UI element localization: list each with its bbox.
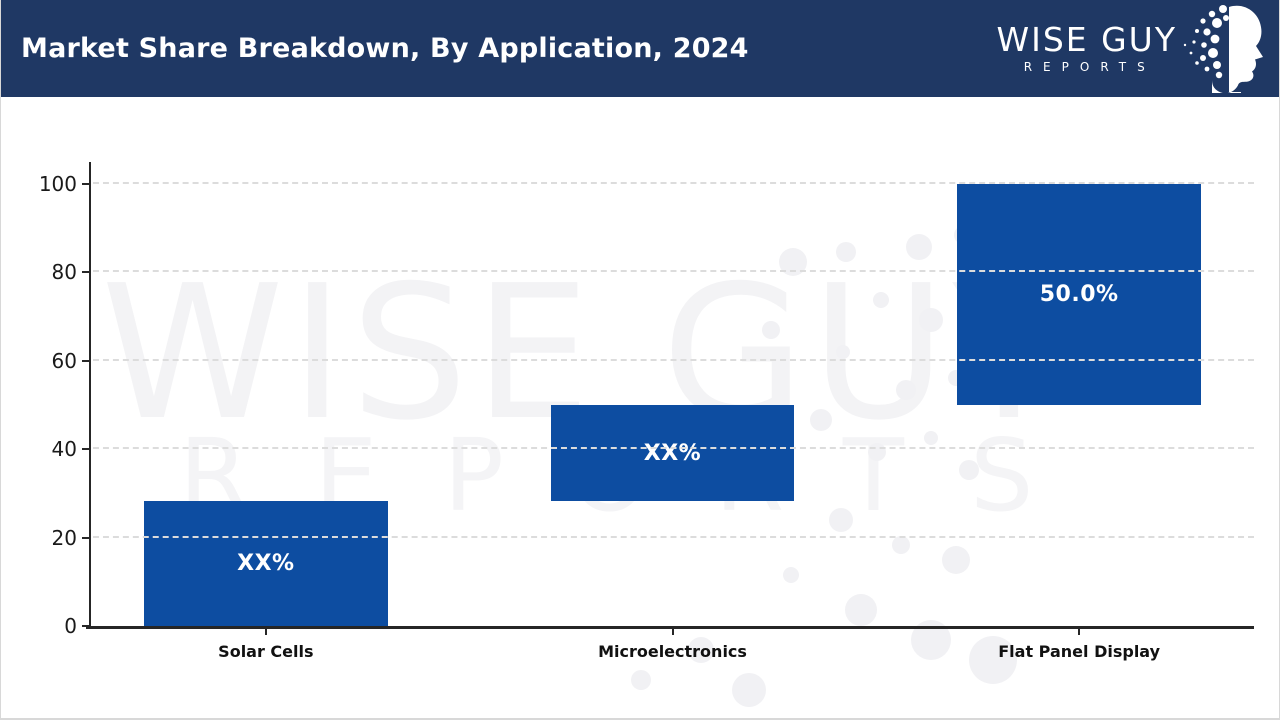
logo-reports-label: REPORTS	[1023, 59, 1156, 74]
bar-value-label: XX%	[643, 440, 702, 466]
y-tick-mark-100	[82, 183, 91, 186]
x-tick-label-microelectronics: Microelectronics	[598, 642, 747, 661]
watermark-dot	[732, 673, 766, 707]
y-tick-mark-40	[82, 448, 91, 451]
y-tick-label-60: 60	[51, 348, 77, 373]
bar-value-label: 50.0%	[1039, 282, 1119, 308]
y-tick-mark-80	[82, 271, 91, 274]
y-tick-label-40: 40	[51, 437, 77, 462]
bar-solar-cells[interactable]: XX%	[143, 500, 388, 626]
wise-guy-reports-logo: WISE GUY REPORTS	[996, 1, 1265, 97]
y-tick-mark-60	[82, 359, 91, 362]
x-tick-mark-1	[264, 626, 267, 635]
y-tick-label-20: 20	[51, 525, 77, 550]
x-tick-mark-2	[671, 626, 674, 635]
bar-microelectronics[interactable]: XX%	[550, 405, 795, 501]
plot-area: XX% XX% 50.0% 0 20 40 60 80 100 Solar Cells Micro…	[39, 162, 1254, 661]
x-axis-line	[86, 626, 1254, 629]
y-tick-mark-20	[82, 536, 91, 539]
chart-title: Market Share Breakdown, By Application, …	[21, 33, 749, 64]
watermark-dot	[631, 670, 651, 690]
head-profile-dots-icon	[1179, 1, 1265, 97]
bar-flat-panel-display[interactable]: 50.0%	[957, 184, 1202, 406]
bars-layer: XX% XX% 50.0%	[91, 162, 1254, 626]
y-tick-mark-0	[82, 625, 91, 627]
bar-value-label: XX%	[237, 550, 295, 576]
x-tick-mark-3	[1078, 626, 1081, 635]
header-bar: Market Share Breakdown, By Application, …	[1, 0, 1279, 97]
y-tick-label-100: 100	[38, 172, 77, 197]
x-tick-label-solar-cells: Solar Cells	[218, 642, 314, 661]
y-tick-label-80: 80	[51, 260, 77, 285]
x-tick-label-flat-panel-display: Flat Panel Display	[998, 642, 1161, 661]
logo-text: WISE GUY REPORTS	[996, 23, 1177, 74]
logo-wiseguy-label: WISE GUY	[996, 20, 1177, 60]
y-tick-label-0: 0	[64, 614, 77, 638]
